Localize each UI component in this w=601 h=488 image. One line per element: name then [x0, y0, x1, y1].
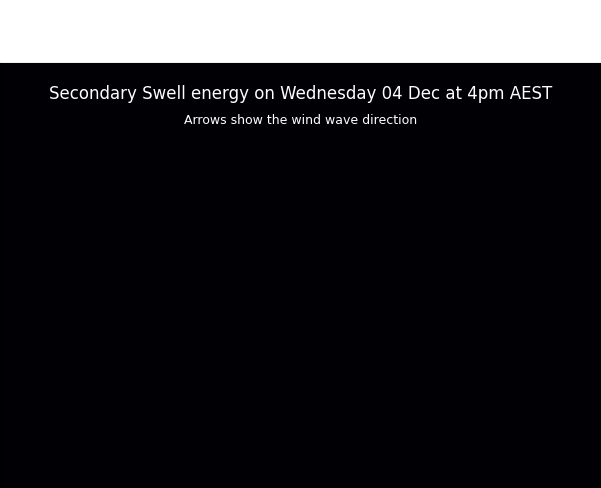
Text: Secondary Swell energy on Wednesday 04 Dec at 4pm AEST: Secondary Swell energy on Wednesday 04 D…	[49, 85, 552, 102]
Text: Arrows show the wind wave direction: Arrows show the wind wave direction	[184, 114, 417, 127]
